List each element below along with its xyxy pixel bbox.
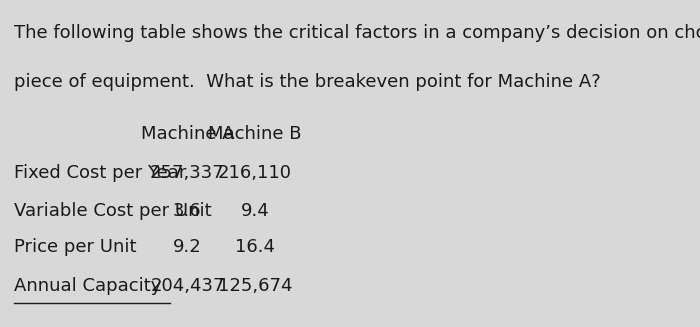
Text: 125,674: 125,674 bbox=[218, 277, 293, 295]
Text: 257,337: 257,337 bbox=[150, 164, 225, 181]
Text: 204,437: 204,437 bbox=[150, 277, 225, 295]
Text: Price per Unit: Price per Unit bbox=[14, 238, 136, 256]
Text: Machine B: Machine B bbox=[209, 125, 302, 143]
Text: The following table shows the critical factors in a company’s decision on choosi: The following table shows the critical f… bbox=[14, 24, 700, 42]
Text: 9.4: 9.4 bbox=[241, 202, 270, 220]
Text: Annual Capacity: Annual Capacity bbox=[14, 277, 162, 295]
Text: 16.4: 16.4 bbox=[235, 238, 275, 256]
Text: piece of equipment.  What is the breakeven point for Machine A?: piece of equipment. What is the breakeve… bbox=[14, 73, 601, 91]
Text: Variable Cost per Unit: Variable Cost per Unit bbox=[14, 202, 211, 220]
Text: Machine A: Machine A bbox=[141, 125, 235, 143]
Text: Fixed Cost per Year: Fixed Cost per Year bbox=[14, 164, 186, 181]
Text: 216,110: 216,110 bbox=[218, 164, 292, 181]
Text: 9.2: 9.2 bbox=[173, 238, 202, 256]
Text: 3.6: 3.6 bbox=[173, 202, 202, 220]
